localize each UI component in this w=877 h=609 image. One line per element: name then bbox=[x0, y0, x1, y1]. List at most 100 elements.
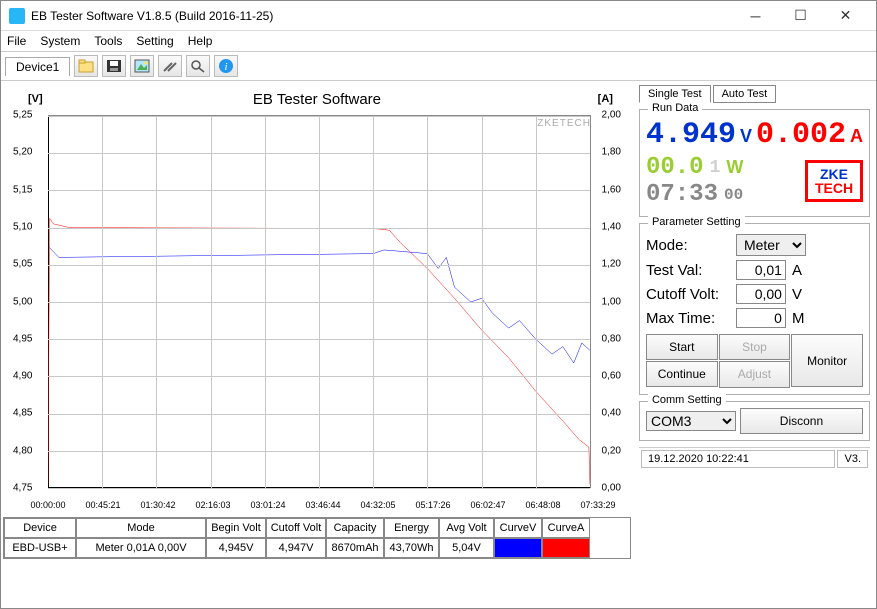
table-cell: 4,945V bbox=[206, 538, 266, 558]
continue-button[interactable]: Continue bbox=[646, 361, 718, 387]
cutoff-input[interactable] bbox=[736, 284, 786, 304]
mode-label: Mode: bbox=[646, 237, 736, 254]
xtick: 03:01:24 bbox=[250, 500, 285, 510]
xtick: 02:16:03 bbox=[195, 500, 230, 510]
ytick-right: 0,60 bbox=[601, 371, 620, 382]
status-version: V3. bbox=[837, 450, 868, 468]
voltage-value: 4.949 bbox=[646, 118, 736, 152]
status-date: 19.12.2020 10:22:41 bbox=[641, 450, 836, 468]
ytick-right: 1,60 bbox=[601, 184, 620, 195]
table-header: Mode bbox=[76, 518, 206, 538]
run-data-panel: Run Data 4.949V 0.002A 00.01W 07:3300 ZK… bbox=[639, 109, 870, 217]
table-header: Begin Volt bbox=[206, 518, 266, 538]
mode-select[interactable]: Meter bbox=[736, 234, 806, 256]
statusbar: 19.12.2020 10:22:41 V3. bbox=[639, 447, 870, 470]
menu-tools[interactable]: Tools bbox=[94, 34, 122, 48]
ytick-right: 0,00 bbox=[601, 483, 620, 494]
ytick-right: 0,40 bbox=[601, 408, 620, 419]
table-cell: Meter 0,01A 0,00V bbox=[76, 538, 206, 558]
ytick-left: 5,25 bbox=[13, 110, 32, 121]
device-tab[interactable]: Device1 bbox=[5, 57, 70, 76]
menu-system[interactable]: System bbox=[40, 34, 80, 48]
yaxis-right-label: [A] bbox=[598, 93, 613, 105]
param-setting-label: Parameter Setting bbox=[648, 216, 745, 228]
start-button[interactable]: Start bbox=[646, 334, 718, 360]
ytick-left: 5,15 bbox=[13, 184, 32, 195]
table-cell: 43,70Wh bbox=[384, 538, 439, 558]
disconnect-button[interactable]: Disconn bbox=[740, 408, 863, 434]
timer-value: 07:33 bbox=[646, 181, 718, 208]
xtick: 01:30:42 bbox=[140, 500, 175, 510]
table-header: Device bbox=[4, 518, 76, 538]
table-cell: 5,04V bbox=[439, 538, 494, 558]
xtick: 05:17:26 bbox=[415, 500, 450, 510]
xtick: 00:45:21 bbox=[85, 500, 120, 510]
search-icon[interactable] bbox=[186, 55, 210, 77]
comm-panel: Comm Setting COM3 Disconn bbox=[639, 401, 870, 441]
minimize-button[interactable]: ─ bbox=[733, 2, 778, 30]
ytick-left: 4,75 bbox=[13, 483, 32, 494]
ytick-left: 5,05 bbox=[13, 259, 32, 270]
table-cell: EBD-USB+ bbox=[4, 538, 76, 558]
monitor-button[interactable]: Monitor bbox=[791, 334, 863, 387]
ytick-left: 5,20 bbox=[13, 147, 32, 158]
toolbar: Device1 i bbox=[1, 51, 876, 81]
xtick: 03:46:44 bbox=[305, 500, 340, 510]
xtick: 06:48:08 bbox=[525, 500, 560, 510]
cutoff-label: Cutoff Volt: bbox=[646, 286, 736, 303]
maxtime-input[interactable] bbox=[736, 308, 786, 328]
testval-input[interactable] bbox=[736, 260, 786, 280]
table-header: Avg Volt bbox=[439, 518, 494, 538]
app-icon bbox=[9, 8, 25, 24]
chart-plot bbox=[48, 115, 591, 488]
current-value: 0.002 bbox=[756, 118, 846, 152]
ytick-right: 1,40 bbox=[601, 221, 620, 232]
xtick: 00:00:00 bbox=[30, 500, 65, 510]
result-table: DeviceModeBegin VoltCutoff VoltCapacity E… bbox=[3, 517, 631, 559]
xtick: 07:33:29 bbox=[580, 500, 615, 510]
curve-a-swatch bbox=[542, 538, 590, 558]
testval-label: Test Val: bbox=[646, 262, 736, 279]
svg-text:i: i bbox=[225, 61, 228, 73]
ytick-left: 5,10 bbox=[13, 221, 32, 232]
ytick-left: 4,80 bbox=[13, 445, 32, 456]
tab-single-test[interactable]: Single Test bbox=[639, 85, 711, 103]
maximize-button[interactable]: ☐ bbox=[778, 2, 823, 30]
curve-v-swatch bbox=[494, 538, 542, 558]
close-button[interactable]: ✕ bbox=[823, 2, 868, 30]
menu-setting[interactable]: Setting bbox=[136, 34, 173, 48]
adjust-button[interactable]: Adjust bbox=[719, 361, 791, 388]
table-header: CurveV bbox=[494, 518, 542, 538]
save-icon[interactable] bbox=[102, 55, 126, 77]
tools-icon[interactable] bbox=[158, 55, 182, 77]
ytick-left: 4,85 bbox=[13, 408, 32, 419]
voltage-unit: V bbox=[740, 126, 752, 147]
table-cell: 4,947V bbox=[266, 538, 326, 558]
comm-port-select[interactable]: COM3 bbox=[646, 411, 736, 431]
ytick-right: 0,20 bbox=[601, 445, 620, 456]
open-icon[interactable] bbox=[74, 55, 98, 77]
info-icon[interactable]: i bbox=[214, 55, 238, 77]
comm-label: Comm Setting bbox=[648, 394, 726, 406]
table-cell: 8670mAh bbox=[326, 538, 384, 558]
window-title: EB Tester Software V1.8.5 (Build 2016-11… bbox=[31, 9, 733, 23]
maxtime-label: Max Time: bbox=[646, 310, 736, 327]
chart-title: EB Tester Software bbox=[253, 91, 381, 108]
menubar: File System Tools Setting Help bbox=[1, 31, 876, 51]
table-header: CurveA bbox=[542, 518, 590, 538]
titlebar: EB Tester Software V1.8.5 (Build 2016-11… bbox=[1, 1, 876, 31]
menu-file[interactable]: File bbox=[7, 34, 26, 48]
xtick: 04:32:05 bbox=[360, 500, 395, 510]
ytick-right: 1,80 bbox=[601, 147, 620, 158]
ytick-right: 1,00 bbox=[601, 296, 620, 307]
stop-button[interactable]: Stop bbox=[719, 334, 791, 360]
table-header: Capacity bbox=[326, 518, 384, 538]
table-header: Cutoff Volt bbox=[266, 518, 326, 538]
menu-help[interactable]: Help bbox=[188, 34, 213, 48]
ytick-left: 4,95 bbox=[13, 333, 32, 344]
ytick-right: 1,20 bbox=[601, 259, 620, 270]
image-icon[interactable] bbox=[130, 55, 154, 77]
power-unit: W bbox=[726, 157, 743, 178]
tab-auto-test[interactable]: Auto Test bbox=[713, 85, 777, 103]
parameter-panel: Parameter Setting Mode: Meter Test Val: … bbox=[639, 223, 870, 395]
